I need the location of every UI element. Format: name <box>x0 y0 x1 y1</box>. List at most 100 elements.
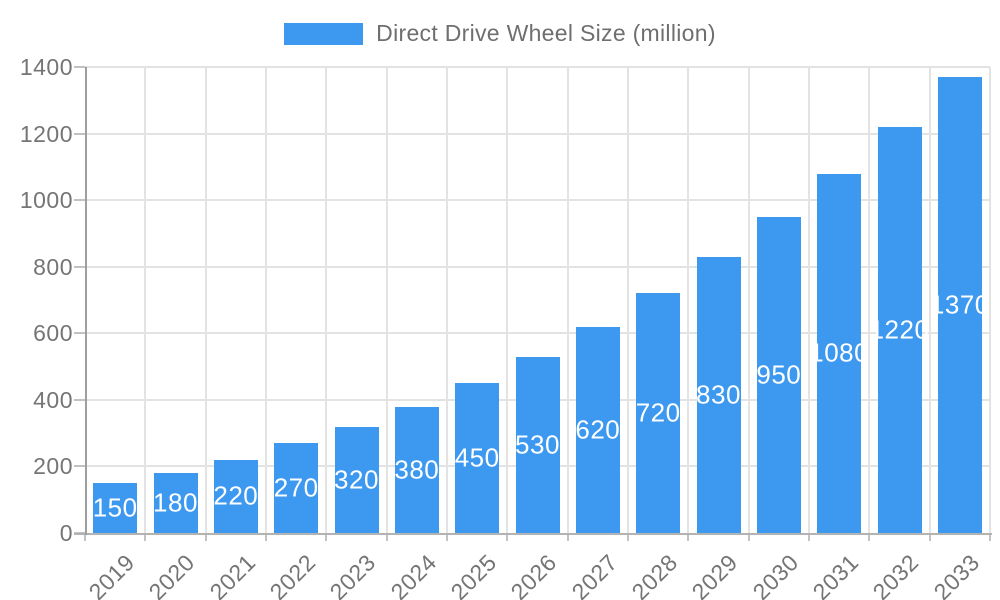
bar[interactable]: 620 <box>575 326 620 533</box>
v-gridline <box>868 67 871 533</box>
v-gridline <box>204 67 207 533</box>
v-gridline <box>989 67 991 533</box>
v-gridline <box>928 67 931 533</box>
y-tick-label: 1000 <box>19 187 73 214</box>
y-tick-label: 0 <box>59 520 73 546</box>
v-gridline <box>566 67 569 533</box>
bar-value-label: 720 <box>635 397 681 428</box>
x-tick-label-text: 2021 <box>204 549 261 600</box>
x-axis-tick <box>627 533 629 541</box>
bar-value-label: 180 <box>153 487 198 518</box>
x-tick-label-text: 2020 <box>143 549 200 600</box>
x-axis-tick <box>84 533 86 541</box>
h-gridline <box>85 132 990 135</box>
y-tick-label: 1200 <box>19 120 73 147</box>
x-tick-label-text: 2019 <box>83 549 140 600</box>
plot-area: 150 180 220 270 320 380 450 530 620 720 830 950 1080… <box>74 66 992 541</box>
v-gridline <box>144 67 147 533</box>
bar[interactable]: 1370 <box>930 77 989 533</box>
bar-value-label: 1080 <box>809 337 870 368</box>
x-axis-tick <box>265 533 267 541</box>
x-tick-label-text: 2030 <box>747 549 804 600</box>
x-axis-tick <box>446 533 448 541</box>
bar[interactable]: 530 <box>515 356 560 533</box>
bar[interactable]: 950 <box>756 216 802 533</box>
bar[interactable]: 1220 <box>870 126 929 533</box>
bar-value-label: 450 <box>454 442 500 473</box>
bar-value-label: 270 <box>273 472 319 503</box>
bar[interactable]: 1080 <box>809 173 869 533</box>
x-axis-tick <box>204 533 207 541</box>
v-gridline <box>446 67 448 533</box>
bar[interactable]: 150 <box>92 483 138 533</box>
h-gridline <box>85 332 990 335</box>
bar-value-label: 220 <box>213 480 259 511</box>
y-axis-tick <box>74 332 85 335</box>
v-gridline <box>385 67 388 533</box>
x-tick-label-text: 2022 <box>264 549 321 600</box>
bar-value-label: 320 <box>334 464 379 495</box>
x-axis-tick <box>566 533 569 541</box>
bar-value-label: 1370 <box>929 289 990 320</box>
x-axis-tick <box>506 533 509 541</box>
x-axis-tick <box>928 533 931 541</box>
bar-value-label: 150 <box>92 492 138 523</box>
x-tick-label-text: 2029 <box>686 549 743 600</box>
x-axis-tick <box>325 533 328 541</box>
x-axis-line <box>74 533 992 535</box>
y-tick-label: 600 <box>33 320 73 347</box>
bar[interactable]: 380 <box>394 406 439 533</box>
x-axis-tick <box>808 533 810 541</box>
x-tick-label-text: 2026 <box>505 549 562 600</box>
v-gridline <box>506 67 509 533</box>
y-axis-tick <box>74 199 85 202</box>
bar[interactable]: 830 <box>696 256 741 533</box>
x-tick-label-text: 2025 <box>445 549 502 600</box>
v-gridline <box>325 67 328 533</box>
bar-value-label: 1220 <box>869 314 930 345</box>
y-axis-tick <box>74 398 85 401</box>
h-gridline <box>85 265 990 268</box>
h-gridline <box>85 66 990 68</box>
y-axis-tick <box>74 465 85 468</box>
x-tick-label-text: 2023 <box>324 549 381 600</box>
bar-value-label: 830 <box>696 379 741 410</box>
bar-value-label: 530 <box>515 429 560 460</box>
x-axis-tick <box>989 533 991 541</box>
v-gridline <box>627 67 629 533</box>
x-tick-label-text: 2027 <box>566 549 623 600</box>
v-gridline <box>265 67 267 533</box>
bar-value-label: 950 <box>756 359 802 390</box>
y-tick-label: 400 <box>33 386 73 413</box>
v-gridline <box>747 67 750 533</box>
v-gridline <box>687 67 690 533</box>
x-axis-tick <box>687 533 690 541</box>
y-axis-tick <box>74 66 85 68</box>
y-axis-tick <box>74 132 85 135</box>
bar[interactable]: 270 <box>273 443 319 533</box>
y-axis-tick <box>74 265 85 268</box>
bar[interactable]: 450 <box>454 383 500 533</box>
legend-item[interactable]: Direct Drive Wheel Size (million) <box>284 20 716 47</box>
legend: Direct Drive Wheel Size (million) <box>0 20 1000 47</box>
y-tick-label: 200 <box>33 453 73 480</box>
x-tick-label-text: 2024 <box>385 549 442 600</box>
x-axis-tick <box>747 533 750 541</box>
legend-label: Direct Drive Wheel Size (million) <box>376 20 716 46</box>
x-tick-label-text: 2028 <box>626 549 683 600</box>
v-gridline <box>808 67 810 533</box>
bar[interactable]: 220 <box>213 459 259 533</box>
bar[interactable]: 180 <box>153 473 198 533</box>
x-axis-tick <box>868 533 871 541</box>
y-tick-label: 800 <box>33 253 73 280</box>
x-axis-tick <box>385 533 388 541</box>
y-axis-line <box>85 67 87 535</box>
h-gridline <box>85 199 990 202</box>
bar[interactable]: 320 <box>334 426 379 533</box>
legend-swatch <box>284 22 364 45</box>
y-tick-label: 1400 <box>19 54 73 80</box>
x-tick-label-text: 2032 <box>867 549 924 600</box>
bar[interactable]: 720 <box>635 293 681 533</box>
x-tick-label-text: 2031 <box>807 549 864 600</box>
